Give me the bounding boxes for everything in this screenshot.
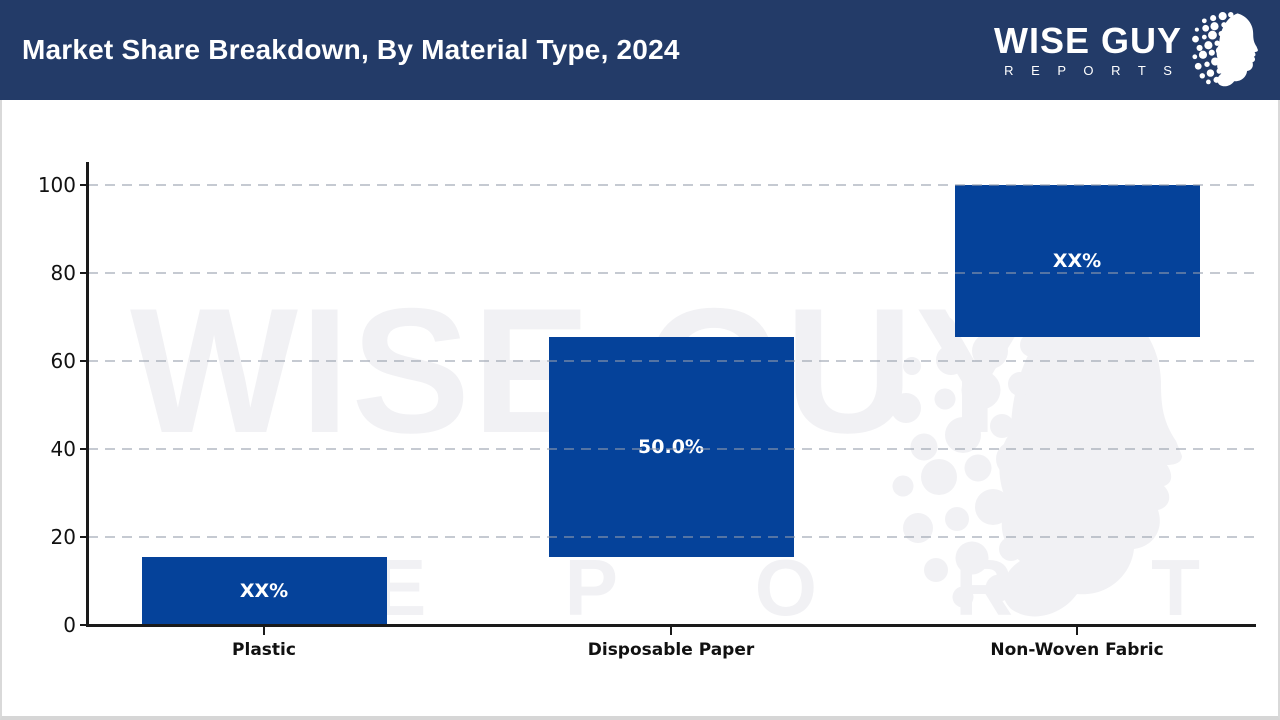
x-tick-label: Non-Woven Fabric [990, 640, 1164, 660]
header-bar: Market Share Breakdown, By Material Type… [0, 0, 1280, 100]
bar-value-label: XX% [1052, 249, 1102, 272]
gridline-60 [88, 360, 1255, 362]
y-tick-mark [80, 360, 88, 362]
y-axis-line [86, 162, 89, 627]
bar-plastic: XX% [141, 556, 387, 625]
y-tick-mark [80, 624, 88, 626]
brand-subtitle: R E P O R T S [1004, 62, 1179, 78]
bar-disposable-paper: 50.0% [548, 336, 794, 557]
watermark-face-icon [882, 288, 1182, 624]
brand-name: WISE GUY [993, 19, 1182, 61]
y-tick-label: 60 [50, 349, 76, 373]
y-tick-label: 80 [50, 261, 76, 285]
x-tick-mark [1076, 627, 1078, 635]
x-axis-line [86, 624, 1256, 627]
x-tick-mark [670, 627, 672, 635]
x-tick-label: Disposable Paper [587, 640, 755, 660]
bar-value-label: XX% [239, 579, 289, 602]
y-tick-mark [80, 536, 88, 538]
y-tick-mark [80, 448, 88, 450]
gridline-40 [88, 448, 1255, 450]
y-tick-label: 20 [50, 525, 76, 549]
brand-logo-text: WISE GUY R E P O R T S [993, 19, 1182, 78]
x-tick-mark [263, 627, 265, 635]
brand-logo: WISE GUY R E P O R T S [994, 12, 1258, 88]
bar-non-woven-fabric: XX% [954, 185, 1200, 337]
gridline-80 [88, 272, 1255, 274]
y-tick-mark [80, 184, 88, 186]
bar-value-label: 50.0% [638, 435, 704, 458]
y-tick-label: 40 [50, 437, 76, 461]
gridline-20 [88, 536, 1255, 538]
gridline-100 [88, 184, 1255, 186]
y-tick-label: 100 [37, 173, 76, 197]
y-tick-label: 0 [63, 613, 76, 637]
page-title: Market Share Breakdown, By Material Type… [22, 34, 680, 65]
x-tick-label: Plastic [232, 640, 296, 660]
y-tick-mark [80, 272, 88, 274]
